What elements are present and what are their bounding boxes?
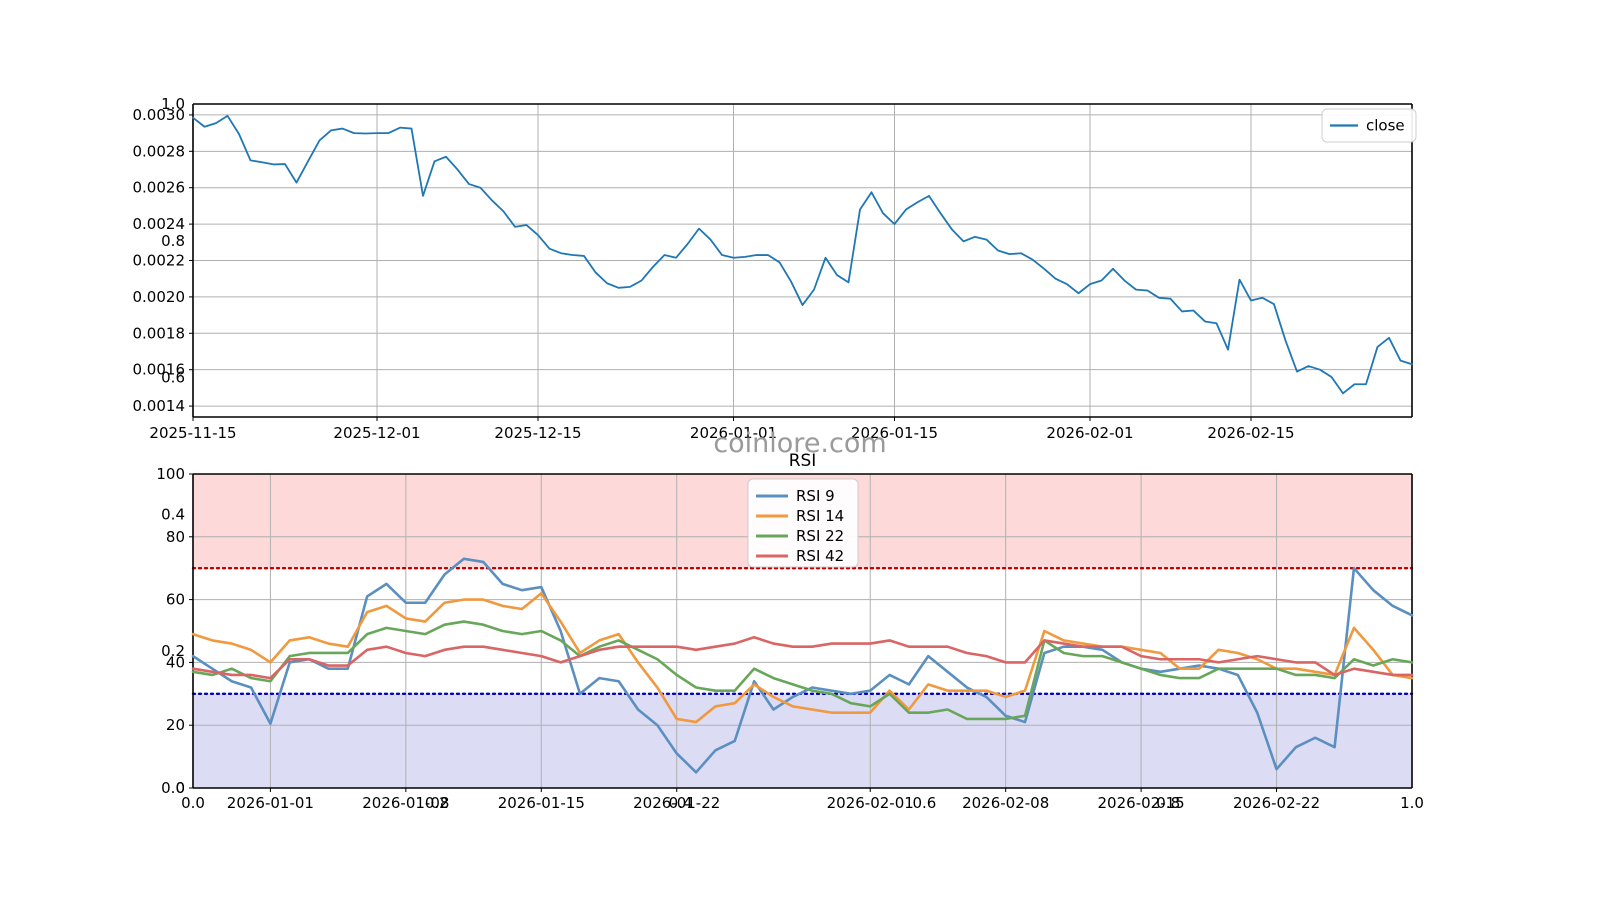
overlay-ytick-label: 0.8 — [161, 232, 185, 250]
price-close-line — [192, 114, 1413, 395]
watermark-text: coinlore.com — [713, 428, 886, 459]
rsi-legend-box[interactable] — [747, 478, 859, 568]
rsi-ytick-label: 20 — [166, 716, 185, 734]
price-ytick-label: 0.0028 — [133, 142, 186, 160]
rsi-xtick-label: 2026-01-15 — [498, 794, 585, 812]
rsi-xtick-label: 2026-02-01 — [827, 794, 914, 812]
rsi-line-rsi-22 — [191, 620, 1414, 721]
rsi-legend-label-rsi-14: RSI 14 — [796, 507, 844, 525]
rsi-xtick-label: 2026-02-22 — [1233, 794, 1320, 812]
overlay-xtick-label: 0.8 — [1156, 794, 1180, 812]
rsi-ytick-label: 80 — [166, 528, 185, 546]
overlay-xtick-label: 1.0 — [1400, 794, 1424, 812]
rsi-xtick-label: 2026-02-15 — [1098, 794, 1185, 812]
price-xtick-label: 2026-02-15 — [1207, 424, 1294, 442]
price-xtick-label: 2025-12-15 — [494, 424, 581, 442]
rsi-ytick-label: 0 — [175, 779, 185, 797]
price-xtick-label: 2025-11-15 — [149, 424, 236, 442]
overlay-xtick-label: 0.2 — [425, 794, 449, 812]
rsi-xtick-label: 2026-01-08 — [362, 794, 449, 812]
price-legend-label-close: close — [1366, 117, 1405, 135]
price-ytick-label: 0.0018 — [133, 324, 186, 342]
rsi-xtick-label: 2026-01-22 — [633, 794, 720, 812]
overlay-ytick-label: 1.0 — [161, 95, 185, 113]
rsi-ytick-label: 40 — [166, 653, 185, 671]
rsi-band-oversold — [193, 693, 1412, 788]
overlay-ytick-label: 0.6 — [161, 369, 185, 387]
rsi-legend-label-rsi-42: RSI 42 — [796, 547, 844, 565]
rsi-line-rsi-14 — [191, 592, 1414, 724]
price-xtick-label: 2025-12-01 — [333, 424, 420, 442]
price-ytick-label: 0.0030 — [133, 106, 186, 124]
overlay-xtick-label: 0.4 — [669, 794, 693, 812]
rsi-chart-title: RSI — [789, 451, 817, 471]
price-xtick-label: 2026-01-15 — [851, 424, 938, 442]
rsi-line-rsi-42 — [191, 635, 1414, 680]
overlay-xtick-label: 0.0 — [181, 794, 205, 812]
price-ytick-label: 0.0024 — [133, 215, 186, 233]
overlay-xtick-label: 0.6 — [912, 794, 936, 812]
overlay-ytick-label: 0.2 — [161, 642, 185, 660]
price-xtick-label: 2026-02-01 — [1046, 424, 1133, 442]
rsi-ytick-label: 100 — [156, 465, 185, 483]
rsi-legend-label-rsi-22: RSI 22 — [796, 527, 844, 545]
price-ytick-label: 0.0020 — [133, 288, 186, 306]
overlay-ytick-label: 0.0 — [161, 779, 185, 797]
overlay-ytick-label: 0.4 — [161, 505, 185, 523]
rsi-xtick-label: 2026-02-08 — [962, 794, 1049, 812]
rsi-line-rsi-9 — [191, 557, 1414, 774]
price-ytick-label: 0.0016 — [133, 361, 186, 379]
price-legend-box[interactable] — [1321, 108, 1417, 143]
price-ytick-label: 0.0026 — [133, 179, 186, 197]
rsi-ytick-label: 60 — [166, 591, 185, 609]
rsi-xtick-label: 2026-01-01 — [227, 794, 314, 812]
rsi-legend-label-rsi-9: RSI 9 — [796, 487, 835, 505]
price-ytick-label: 0.0022 — [133, 252, 186, 270]
price-xtick-label: 2026-01-01 — [690, 424, 777, 442]
price-ytick-label: 0.0014 — [133, 397, 186, 415]
